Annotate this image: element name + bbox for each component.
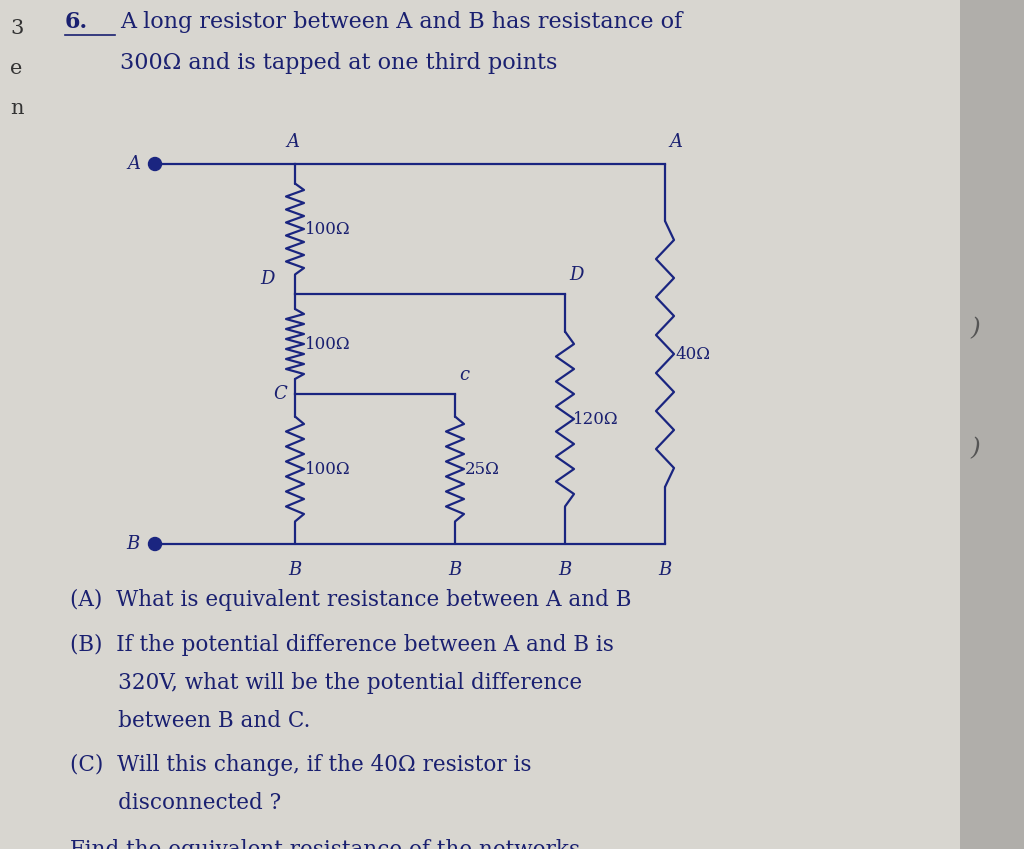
- FancyBboxPatch shape: [0, 0, 980, 849]
- Text: A long resistor between A and B has resistance of: A long resistor between A and B has resi…: [120, 11, 682, 33]
- Text: 300Ω and is tapped at one third points: 300Ω and is tapped at one third points: [120, 52, 557, 74]
- Text: B: B: [127, 535, 140, 553]
- Text: A: A: [669, 133, 682, 151]
- Text: (C)  Will this change, if the 40Ω resistor is: (C) Will this change, if the 40Ω resisto…: [70, 754, 531, 776]
- Text: c: c: [459, 366, 469, 384]
- Text: C: C: [273, 385, 287, 403]
- Text: 40Ω: 40Ω: [675, 346, 710, 363]
- Text: 100Ω: 100Ω: [305, 221, 350, 238]
- FancyBboxPatch shape: [961, 0, 1024, 849]
- Text: n: n: [10, 99, 24, 118]
- Text: 25Ω: 25Ω: [465, 460, 500, 477]
- Text: (B)  If the potential difference between A and B is: (B) If the potential difference between …: [70, 634, 613, 656]
- Text: B: B: [558, 561, 571, 579]
- Text: disconnected ?: disconnected ?: [70, 792, 282, 814]
- Text: (A)  What is equivalent resistance between A and B: (A) What is equivalent resistance betwee…: [70, 589, 632, 611]
- Text: between B and C.: between B and C.: [70, 710, 310, 732]
- Text: e: e: [10, 59, 23, 78]
- Text: B: B: [449, 561, 462, 579]
- Text: D: D: [569, 266, 584, 284]
- Text: B: B: [658, 561, 672, 579]
- Text: 120Ω: 120Ω: [573, 411, 618, 428]
- Text: B: B: [289, 561, 302, 579]
- Text: Find the equivalent resistance of the networks: Find the equivalent resistance of the ne…: [70, 839, 581, 849]
- Text: ): ): [970, 437, 980, 460]
- Text: A: A: [287, 133, 299, 151]
- Text: 100Ω: 100Ω: [305, 335, 350, 352]
- Text: 3: 3: [10, 19, 24, 38]
- Text: 320V, what will be the potential difference: 320V, what will be the potential differe…: [70, 672, 582, 694]
- Text: A: A: [127, 155, 140, 173]
- Text: 6.: 6.: [65, 11, 88, 33]
- Circle shape: [148, 158, 162, 171]
- Text: 100Ω: 100Ω: [305, 460, 350, 477]
- Circle shape: [148, 537, 162, 550]
- Text: ): ): [970, 318, 980, 340]
- Text: D: D: [261, 270, 275, 288]
